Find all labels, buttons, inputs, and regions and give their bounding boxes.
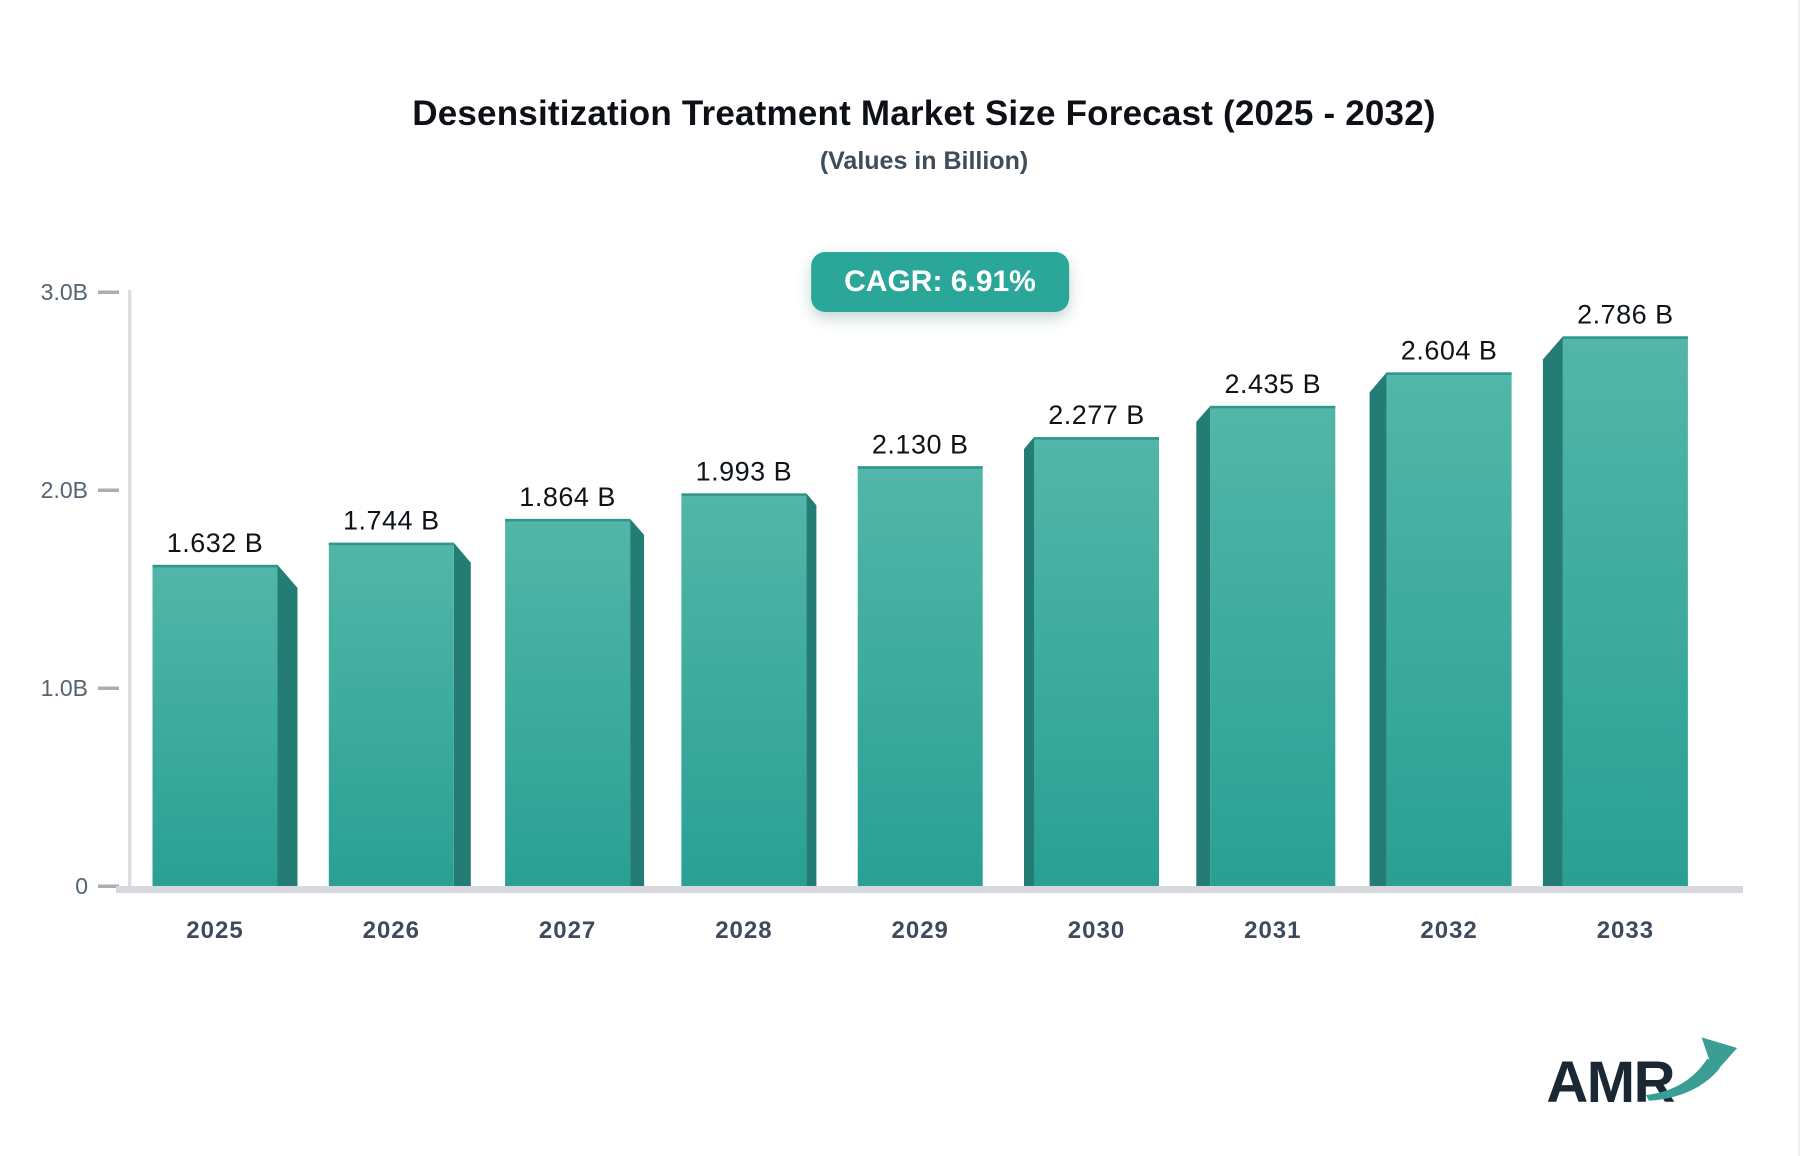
bar-value-label: 2.604 B	[1401, 335, 1498, 365]
bar-side-2026	[453, 542, 471, 887]
bar-2032	[1386, 372, 1512, 889]
y-tick-label: 3.0B	[41, 279, 88, 305]
x-tick-label-2026: 2026	[363, 917, 420, 944]
x-axis-baseline	[116, 886, 1743, 893]
y-tick-label: 0	[75, 873, 88, 899]
bar-side-2025	[277, 564, 298, 887]
bar-top-edge	[857, 466, 983, 469]
bar-top-edge	[152, 564, 278, 568]
bar-2027	[505, 518, 631, 888]
growth-arrow-icon	[1645, 1037, 1738, 1101]
bar-value-label: 2.435 B	[1225, 369, 1322, 399]
x-tick-label-2029: 2029	[892, 917, 949, 944]
cagr-badge: CAGR: 6.91%	[811, 252, 1069, 312]
bar-2029	[857, 466, 983, 888]
bar-2025	[152, 564, 278, 888]
bar-2026	[328, 542, 454, 888]
bar-side-2032	[1369, 372, 1387, 888]
brand-logo: AMR	[1546, 1033, 1740, 1112]
chart-subtitle: (Values in Billion)	[819, 147, 1029, 175]
y-tick-mark	[98, 884, 119, 888]
bar-top-edge	[681, 493, 807, 496]
y-tick-mark	[98, 686, 119, 690]
y-tick-label: 2.0B	[41, 477, 88, 503]
bar-top-edge	[328, 542, 454, 546]
x-tick-label-2025: 2025	[186, 917, 243, 944]
x-tick-label-2030: 2030	[1068, 917, 1125, 944]
x-tick-label-2031: 2031	[1244, 917, 1301, 944]
bar-value-label: 2.130 B	[872, 429, 969, 459]
bar-value-label: 1.864 B	[519, 482, 616, 512]
y-tick-mark	[98, 488, 119, 492]
bar-side-2030	[1024, 437, 1034, 887]
bar-value-label: 2.277 B	[1048, 400, 1145, 430]
bar-value-label: 2.786 B	[1577, 299, 1674, 329]
bar-2031	[1210, 405, 1336, 888]
bar-2030	[1034, 437, 1159, 888]
bar-2028	[681, 493, 807, 888]
x-tick-label-2033: 2033	[1597, 917, 1654, 944]
y-tick-label: 1.0B	[41, 675, 88, 701]
bar-2033	[1562, 336, 1688, 888]
x-tick-label-2028: 2028	[715, 917, 772, 944]
bar-top-edge	[505, 518, 631, 522]
y-tick-mark	[98, 290, 119, 294]
bar-value-label: 1.744 B	[343, 506, 440, 536]
bar-top-edge	[1210, 405, 1336, 409]
bar-side-2031	[1196, 405, 1211, 887]
bar-side-2027	[630, 518, 645, 887]
bar-value-label: 1.632 B	[167, 528, 264, 558]
chart-title: Desensitization Treatment Market Size Fo…	[412, 94, 1436, 133]
bar-top-edge	[1562, 336, 1688, 339]
y-axis-line	[128, 290, 132, 893]
x-tick-label-2027: 2027	[539, 917, 596, 944]
brand-logo-text: AMR	[1546, 1050, 1675, 1115]
bar-top-edge	[1386, 372, 1512, 375]
bar-side-2028	[806, 493, 817, 887]
bar-value-label: 1.993 B	[696, 456, 793, 486]
bar-top-edge	[1034, 437, 1159, 440]
bar-side-2033	[1542, 336, 1563, 887]
x-tick-label-2032: 2032	[1420, 917, 1477, 944]
